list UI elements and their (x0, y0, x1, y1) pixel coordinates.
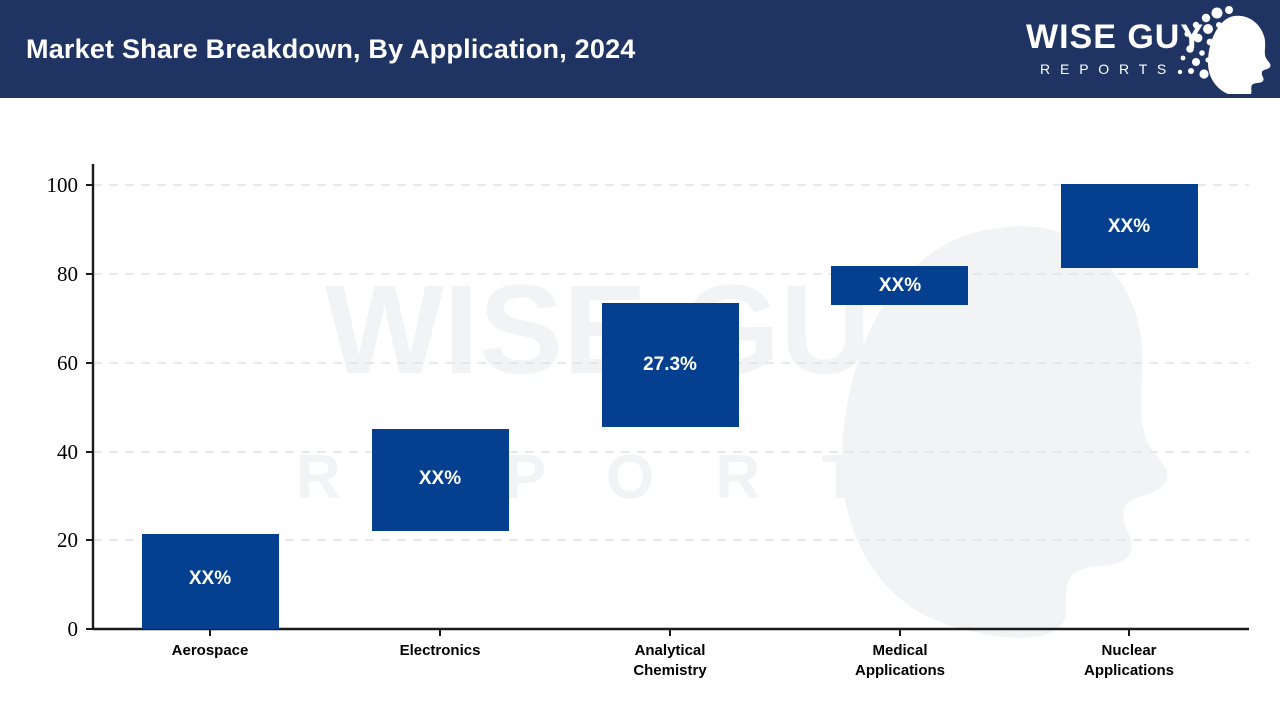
bar-medical-applications[interactable] (831, 266, 968, 305)
y-tick-label-100: 100 (47, 173, 79, 197)
bar-analytical-chemistry[interactable] (602, 303, 739, 427)
y-tick-label-20: 20 (57, 528, 78, 552)
y-tick-label-0: 0 (68, 617, 79, 641)
x-label-aerospace: Aerospace (172, 642, 249, 659)
y-axis-tick-labels: 100 80 60 40 20 0 (47, 173, 79, 641)
x-label-analytical-chemistry-line2: Chemistry (633, 662, 707, 679)
y-tick-label-80: 80 (57, 262, 78, 286)
bar-series: XX% XX% 27.3% XX% XX% (142, 184, 1198, 629)
bar-label-medical-applications: XX% (879, 275, 921, 296)
x-label-electronics: Electronics (400, 642, 481, 659)
y-tick-label-60: 60 (57, 351, 78, 375)
bar-electronics[interactable] (372, 429, 509, 531)
wise-guy-reports-logo: WISE GUY R E P O R T S (1016, 3, 1272, 95)
logo-wordmark-secondary: R E P O R T S (1040, 61, 1169, 77)
x-label-medical-applications-line2: Applications (855, 662, 945, 679)
x-tick-marks (209, 629, 1130, 636)
bar-nuclear-applications[interactable] (1061, 184, 1198, 268)
bar-label-electronics: XX% (419, 468, 461, 489)
logo-svg: WISE GUY R E P O R T S (1026, 6, 1271, 94)
bar-label-aerospace: XX% (189, 568, 231, 589)
page-title: Market Share Breakdown, By Application, … (26, 33, 636, 64)
x-label-analytical-chemistry-line1: Analytical (635, 642, 706, 659)
x-axis-category-labels: Aerospace Electronics Analytical Chemist… (172, 642, 1174, 679)
x-label-medical-applications-line1: Medical (872, 642, 927, 659)
y-tick-marks (86, 184, 93, 630)
head-profile-dots-icon (1177, 6, 1271, 94)
chart-container: WISE GUY R E P O R T S (0, 98, 1280, 720)
page-header: Market Share Breakdown, By Application, … (0, 0, 1280, 98)
bar-label-analytical-chemistry: 27.3% (643, 354, 697, 375)
y-tick-label-40: 40 (57, 440, 78, 464)
logo-wordmark-primary: WISE GUY (1026, 18, 1204, 56)
x-label-nuclear-applications-line2: Applications (1084, 662, 1174, 679)
chart-plot: 100 80 60 40 20 0 XX% XX% 27.3% (47, 164, 1249, 679)
bar-label-nuclear-applications: XX% (1108, 216, 1150, 237)
bar-aerospace[interactable] (142, 534, 279, 629)
x-label-nuclear-applications-line1: Nuclear (1101, 642, 1156, 659)
